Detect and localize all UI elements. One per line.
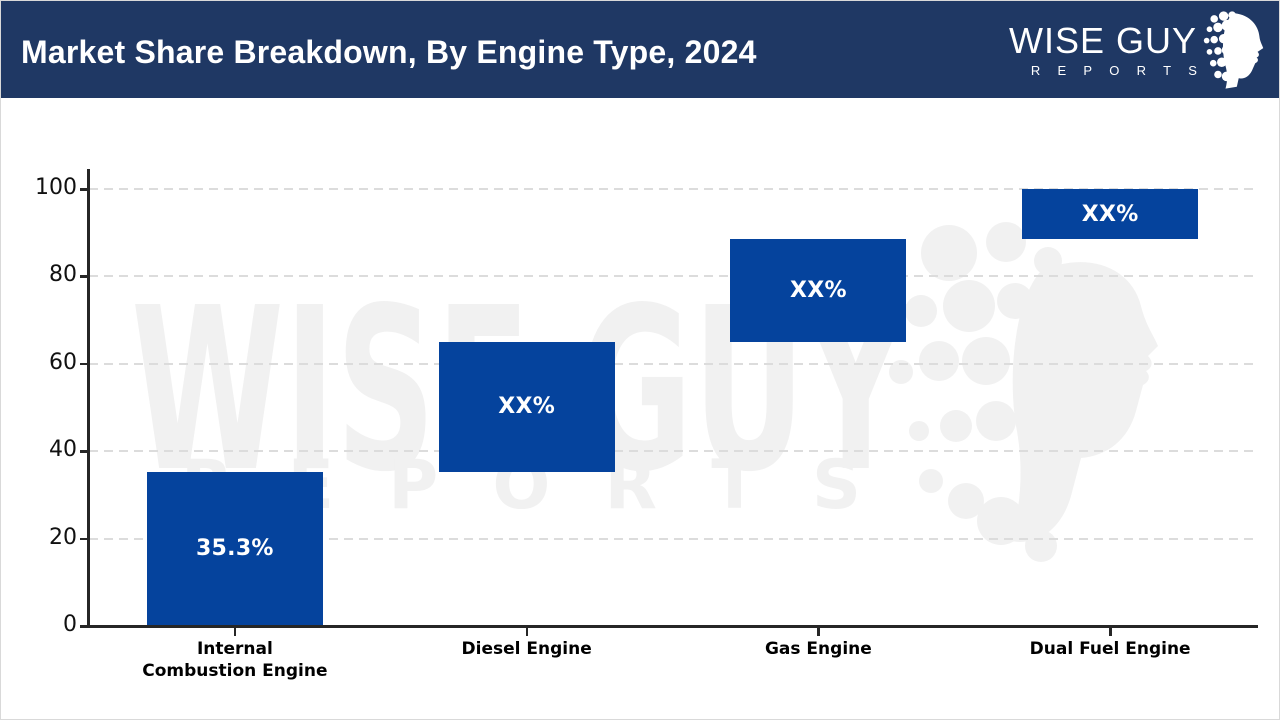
x-axis-tick-diesel-engine xyxy=(525,627,529,636)
x-axis-tick-dual-fuel-engine xyxy=(1109,627,1112,636)
header-bar: Market Share Breakdown, By Engine Type, … xyxy=(1,1,1279,98)
y-axis-tick-40 xyxy=(80,450,89,453)
gridline-40 xyxy=(89,450,1256,453)
wise-guy-reports-logo: WISE GUY R E P O R T S xyxy=(1009,7,1267,93)
y-axis-tick-20 xyxy=(80,537,89,541)
chart-title: Market Share Breakdown, By Engine Type, … xyxy=(21,34,757,70)
y-axis-tick-label-40: 40 xyxy=(49,437,77,463)
bar-diesel-engine: XX% xyxy=(438,341,615,472)
bar-dual-fuel-engine: XX% xyxy=(1022,189,1199,240)
y-axis-spine xyxy=(87,169,90,626)
y-axis-tick-label-20: 20 xyxy=(49,524,77,550)
category-label-diesel-engine: Diesel Engine xyxy=(461,639,592,659)
y-axis-tick-100 xyxy=(80,188,89,191)
bar-gas-engine: XX% xyxy=(730,239,907,342)
gridline-80 xyxy=(89,275,1256,278)
x-axis-tick-gas-engine xyxy=(817,627,820,636)
logo-wise-guy-text: WISE GUY xyxy=(1008,20,1197,61)
chart-plot-area: WISE GUY R E P O R T S 02040608010035.3%… xyxy=(1,98,1279,719)
bar-value-label-dual-fuel-engine: XX% xyxy=(1081,201,1139,227)
gridline-60 xyxy=(89,362,1256,365)
y-axis-tick-label-100: 100 xyxy=(35,175,77,200)
logo-reports-text: R E P O R T S xyxy=(1030,63,1206,78)
y-axis-tick-60 xyxy=(80,362,89,366)
category-label-dual-fuel-engine: Dual Fuel Engine xyxy=(1029,639,1191,659)
logo-text: WISE GUY R E P O R T S xyxy=(1008,20,1197,78)
y-axis-tick-label-0: 0 xyxy=(63,612,77,637)
y-axis-tick-0 xyxy=(80,625,89,628)
y-axis-tick-80 xyxy=(80,275,89,278)
bar-value-label-gas-engine: XX% xyxy=(789,278,847,304)
bar-internal-combustion-engine: 35.3% xyxy=(146,471,323,626)
category-label-gas-engine: Gas Engine xyxy=(764,639,872,659)
x-axis-spine xyxy=(86,625,1258,628)
category-label-internal-combustion-engine: Internal Combustion Engine xyxy=(142,639,328,682)
y-axis-tick-label-60: 60 xyxy=(49,349,77,375)
y-axis-tick-label-80: 80 xyxy=(49,262,77,288)
gridline-20 xyxy=(89,537,1256,540)
x-axis-tick-internal-combustion-engine xyxy=(233,627,237,636)
head-profile-icon xyxy=(1203,11,1264,89)
bar-value-label-internal-combustion-engine: 35.3% xyxy=(195,536,274,562)
gridline-100 xyxy=(89,188,1256,190)
bar-value-label-diesel-engine: XX% xyxy=(498,394,556,420)
